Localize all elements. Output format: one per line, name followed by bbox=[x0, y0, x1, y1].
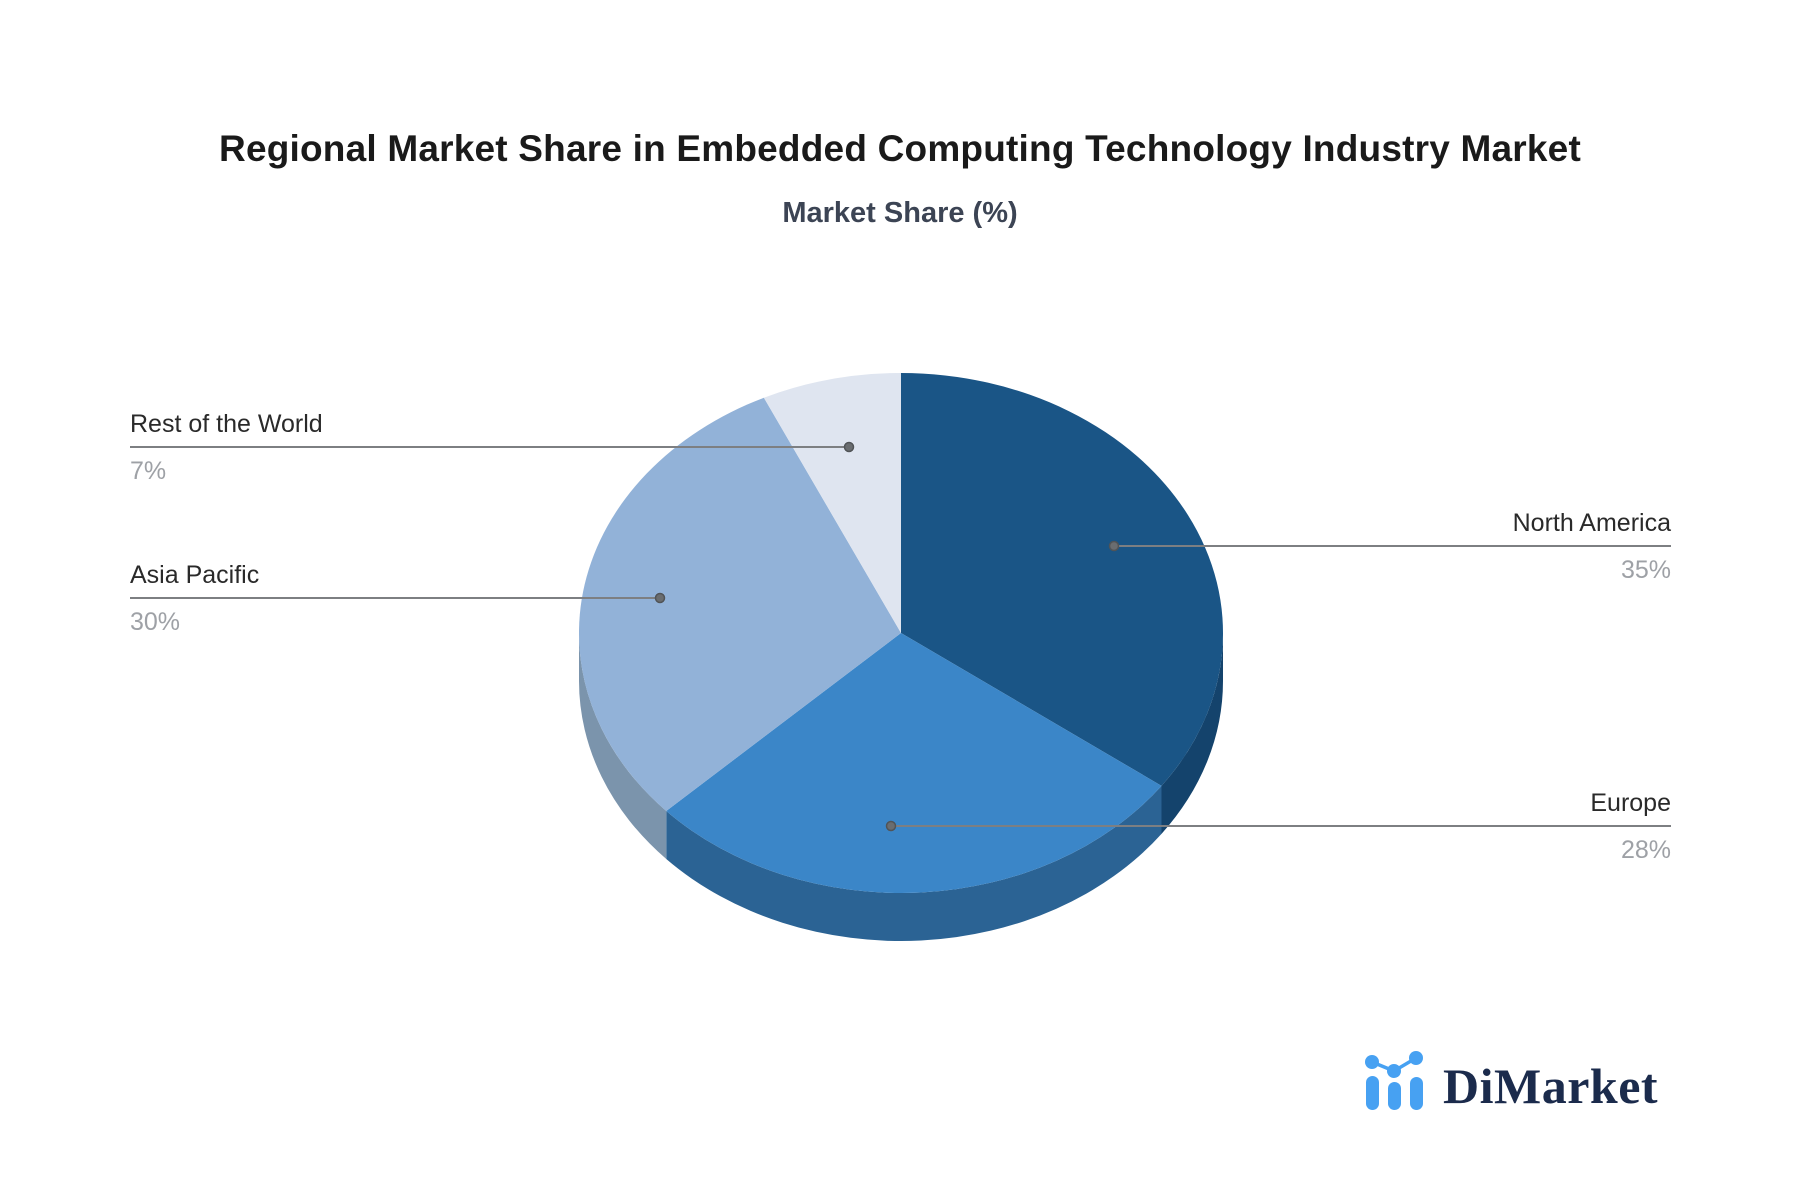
pie-slice-rest-of-the-world[interactable] bbox=[763, 373, 901, 633]
slice-percent: 35% bbox=[1620, 556, 1671, 584]
dimarket-logo: DiMarket bbox=[1364, 1040, 1659, 1114]
slice-label-rest-of-the-world: Rest of the World 7% bbox=[130, 409, 323, 486]
pie-slice-north-america[interactable] bbox=[901, 373, 1223, 786]
slice-label-north-america: North America 35% bbox=[1513, 508, 1671, 585]
logo-bar-1 bbox=[1366, 1076, 1379, 1110]
logo-bar-3 bbox=[1410, 1077, 1423, 1110]
pie-slice-asia-pacific[interactable] bbox=[579, 397, 901, 811]
leader-dot-asia-pacific bbox=[654, 592, 666, 604]
logo-text: DiMarket bbox=[1443, 1058, 1659, 1114]
bar-chart-trend-icon bbox=[1365, 1051, 1423, 1110]
slice-name: North America bbox=[1512, 509, 1671, 537]
logo-bar-2 bbox=[1388, 1082, 1401, 1110]
pie-slice-side-north-america bbox=[1161, 633, 1223, 834]
slice-label-europe: Europe 28% bbox=[1590, 788, 1671, 865]
slice-label-asia-pacific: Asia Pacific 30% bbox=[130, 560, 259, 637]
chart-subtitle: Market Share (%) bbox=[782, 197, 1018, 229]
leader-dot-north-america bbox=[1108, 540, 1120, 552]
slice-name: Europe bbox=[1590, 789, 1671, 817]
slice-name: Rest of the World bbox=[130, 410, 323, 438]
leader-dot-rest-of-the-world bbox=[843, 441, 855, 453]
logo-dot-1 bbox=[1365, 1055, 1379, 1069]
slice-percent: 28% bbox=[1620, 836, 1671, 864]
pie-slice-europe[interactable] bbox=[666, 633, 1162, 894]
slice-percent: 7% bbox=[130, 457, 167, 485]
pie-slice-side-europe bbox=[666, 785, 1162, 941]
slice-percent: 30% bbox=[130, 608, 181, 636]
leader-dot-europe bbox=[885, 820, 897, 832]
slice-name: Asia Pacific bbox=[130, 561, 260, 589]
chart-title: Regional Market Share in Embedded Comput… bbox=[219, 128, 1581, 169]
logo-dot-3 bbox=[1409, 1051, 1423, 1065]
logo-dot-2 bbox=[1387, 1064, 1401, 1078]
pie-slice-side-asia-pacific bbox=[579, 633, 667, 859]
